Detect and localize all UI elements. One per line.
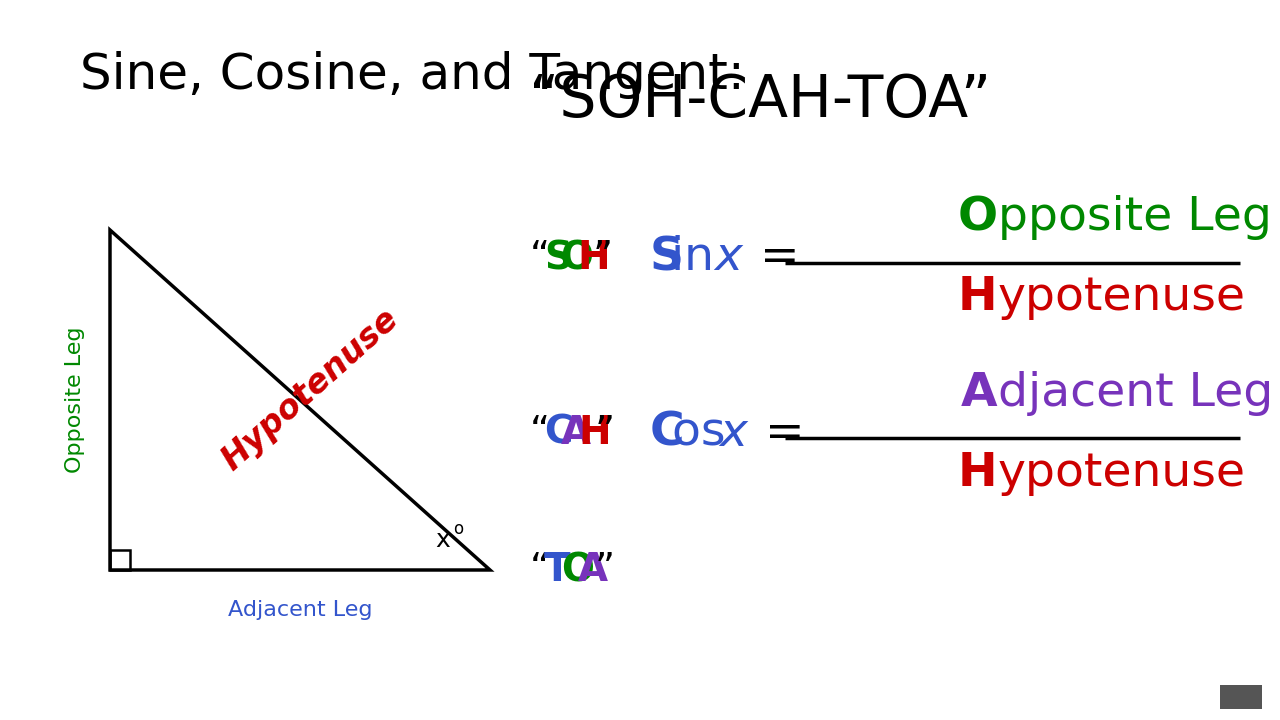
Bar xyxy=(1220,685,1262,709)
Text: ”: ” xyxy=(595,414,616,452)
Text: ”: ” xyxy=(593,239,613,277)
Text: $x$: $x$ xyxy=(713,235,745,281)
Text: “: “ xyxy=(530,414,550,452)
Text: T: T xyxy=(544,551,571,589)
Bar xyxy=(110,550,131,570)
Text: A: A xyxy=(961,371,997,415)
Text: O: O xyxy=(561,239,593,277)
Text: x: x xyxy=(435,528,449,552)
Text: A: A xyxy=(561,414,591,452)
Text: “: “ xyxy=(530,551,550,589)
Text: “SOH-CAH-TOA”: “SOH-CAH-TOA” xyxy=(529,71,991,128)
Text: H: H xyxy=(957,276,997,320)
Text: o: o xyxy=(453,520,463,538)
Text: in: in xyxy=(671,235,730,281)
Text: H: H xyxy=(957,451,997,495)
Text: C: C xyxy=(650,410,685,456)
Text: pposite Leg: pposite Leg xyxy=(997,196,1271,240)
Text: os: os xyxy=(672,410,741,456)
Text: H: H xyxy=(577,239,609,277)
Text: Hypotenuse: Hypotenuse xyxy=(215,302,404,477)
Text: “: “ xyxy=(530,239,550,277)
Text: Opposite Leg: Opposite Leg xyxy=(65,327,84,473)
Text: =: = xyxy=(745,235,800,281)
Text: H: H xyxy=(579,414,611,452)
Text: S: S xyxy=(650,235,684,281)
Text: Adjacent Leg: Adjacent Leg xyxy=(228,600,372,620)
Text: S: S xyxy=(544,239,572,277)
Text: Sine, Cosine, and Tangent:: Sine, Cosine, and Tangent: xyxy=(79,51,745,99)
Text: djacent Leg: djacent Leg xyxy=(997,371,1272,415)
Text: O: O xyxy=(561,551,594,589)
Text: C: C xyxy=(544,414,572,452)
Text: ypotenuse: ypotenuse xyxy=(997,451,1245,495)
Text: ypotenuse: ypotenuse xyxy=(997,276,1245,320)
Text: ”: ” xyxy=(595,551,616,589)
Text: $x$: $x$ xyxy=(718,410,750,456)
Text: O: O xyxy=(957,196,997,240)
Text: A: A xyxy=(579,551,608,589)
Text: =: = xyxy=(750,410,805,456)
